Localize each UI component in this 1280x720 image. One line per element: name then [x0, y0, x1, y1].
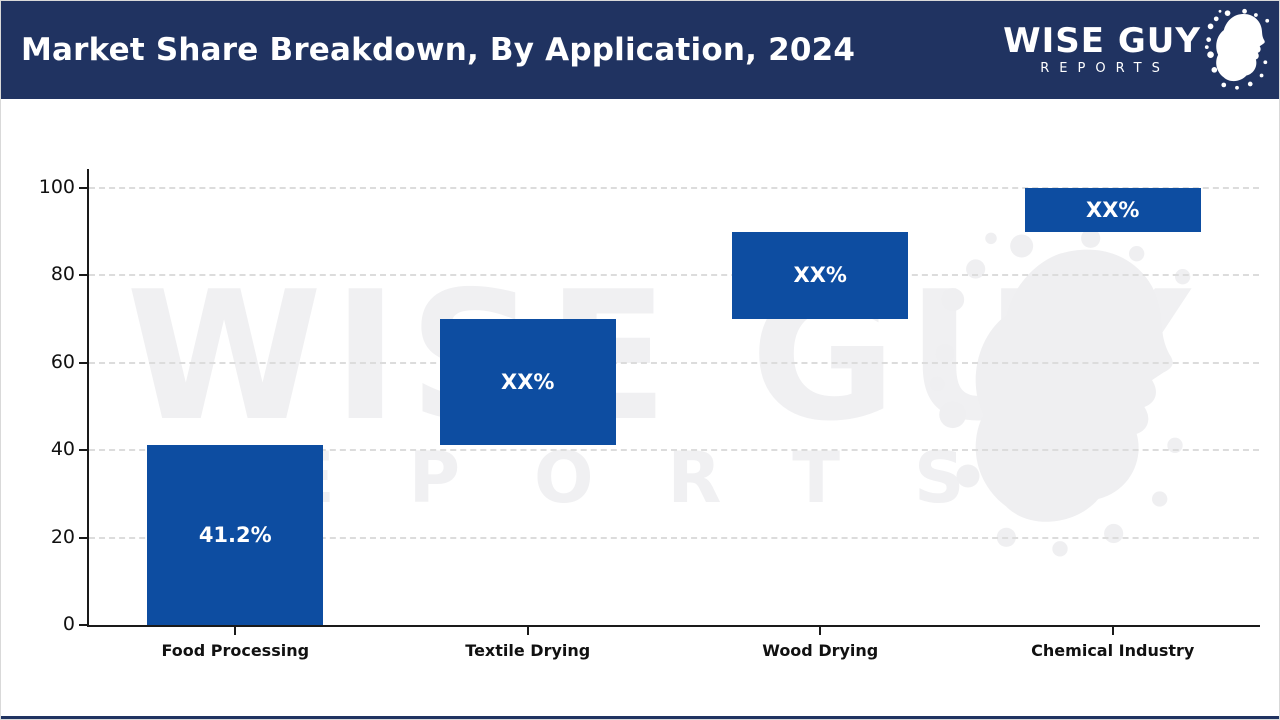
- page-title: Market Share Breakdown, By Application, …: [21, 32, 856, 68]
- y-tick-label-60: 60: [50, 350, 75, 373]
- bar-value-label: XX%: [501, 370, 555, 395]
- x-axis-label-1: Textile Drying: [465, 641, 591, 660]
- gridline-20: [89, 536, 1259, 539]
- y-tick-80: [79, 274, 88, 277]
- y-tick-40: [79, 449, 88, 452]
- waterfall-chart: 0 20 40 60 80 100 41.2% Food Processing XX% Texti…: [1, 99, 1279, 717]
- x-axis-label-2: Wood Drying: [762, 641, 879, 660]
- gridline-100: [89, 187, 1259, 189]
- bar-value-label: 41.2%: [198, 522, 272, 547]
- y-tick-label-100: 100: [38, 176, 75, 198]
- y-tick-20: [79, 536, 88, 539]
- x-tick-0: [234, 627, 237, 635]
- x-tick-2: [819, 627, 822, 635]
- bar-value-label: XX%: [793, 263, 847, 288]
- header-bar: Market Share Breakdown, By Application, …: [1, 1, 1279, 99]
- bar-textile-drying: XX%: [439, 319, 616, 445]
- y-tick-0: [79, 624, 88, 626]
- footer-bar: [1, 716, 1279, 719]
- gridline-80: [89, 274, 1259, 277]
- bar-food-processing: 41.2%: [147, 444, 324, 625]
- y-tick-label-20: 20: [50, 525, 75, 548]
- x-axis-line: [87, 625, 1260, 627]
- bar-value-label: XX%: [1086, 197, 1140, 222]
- bar-wood-drying: XX%: [732, 231, 909, 320]
- y-axis-line: [87, 169, 89, 627]
- x-tick-3: [1111, 627, 1114, 635]
- y-tick-100: [79, 187, 88, 189]
- y-tick-label-40: 40: [50, 438, 75, 461]
- brand-subname: REPORTS: [1040, 61, 1170, 76]
- brand-logo: WISE GUY REPORTS: [1003, 1, 1271, 99]
- gridline-60: [89, 361, 1259, 364]
- gridline-40: [89, 449, 1259, 452]
- x-tick-1: [526, 627, 529, 635]
- x-axis-label-3: Chemical Industry: [1031, 641, 1195, 660]
- wiseguy-face-watermark-icon: [885, 223, 1235, 572]
- y-tick-label-80: 80: [50, 263, 75, 286]
- brand-name: WISE GUY: [1003, 21, 1201, 61]
- wiseguy-face-icon: [1203, 7, 1271, 93]
- x-axis-label-0: Food Processing: [161, 641, 310, 660]
- y-tick-label-0: 0: [62, 613, 75, 635]
- bar-chemical-industry: XX%: [1024, 188, 1201, 232]
- brand-logo-text: WISE GUY REPORTS: [1003, 24, 1201, 76]
- y-tick-60: [79, 361, 88, 364]
